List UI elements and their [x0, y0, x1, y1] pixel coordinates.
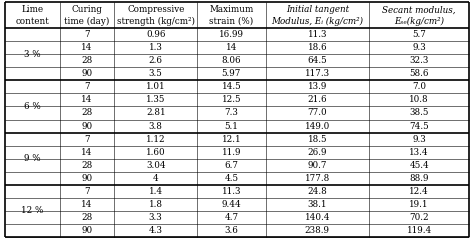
- Text: 7: 7: [84, 30, 90, 39]
- Text: 28: 28: [82, 213, 92, 222]
- Text: 8.06: 8.06: [222, 56, 241, 65]
- Text: 14: 14: [81, 200, 92, 209]
- Text: 5.97: 5.97: [222, 70, 241, 78]
- Text: 38.1: 38.1: [308, 200, 327, 209]
- Text: 14: 14: [81, 147, 92, 157]
- Text: 14.5: 14.5: [222, 82, 241, 92]
- Text: Eₛₑ⁣(kg/cm²): Eₛₑ⁣(kg/cm²): [394, 16, 444, 26]
- Text: 12.1: 12.1: [222, 135, 241, 143]
- Text: 238.9: 238.9: [305, 226, 330, 235]
- Text: 4.7: 4.7: [224, 213, 238, 222]
- Text: Lime: Lime: [21, 5, 43, 14]
- Text: 77.0: 77.0: [308, 109, 327, 118]
- Text: 18.5: 18.5: [308, 135, 327, 143]
- Text: 74.5: 74.5: [409, 121, 429, 130]
- Text: 45.4: 45.4: [409, 161, 429, 169]
- Text: 28: 28: [82, 109, 92, 118]
- Text: Modulus, Eᵢ (kg/cm²): Modulus, Eᵢ (kg/cm²): [271, 16, 364, 26]
- Text: 1.4: 1.4: [149, 187, 163, 196]
- Text: content: content: [15, 17, 49, 26]
- Text: 140.4: 140.4: [305, 213, 330, 222]
- Text: 90: 90: [82, 121, 92, 130]
- Text: 9.3: 9.3: [412, 43, 426, 52]
- Text: 5.7: 5.7: [412, 30, 426, 39]
- Text: 6 %: 6 %: [24, 102, 40, 111]
- Text: strain (%): strain (%): [210, 17, 254, 26]
- Text: 3.6: 3.6: [225, 226, 238, 235]
- Text: 7.0: 7.0: [412, 82, 426, 92]
- Text: 3.8: 3.8: [149, 121, 163, 130]
- Text: 11.3: 11.3: [308, 30, 327, 39]
- Text: strength (kg/cm²): strength (kg/cm²): [117, 16, 195, 26]
- Text: 11.3: 11.3: [222, 187, 241, 196]
- Text: 3.04: 3.04: [146, 161, 165, 169]
- Text: 1.12: 1.12: [146, 135, 165, 143]
- Text: 5.1: 5.1: [225, 121, 238, 130]
- Text: 26.9: 26.9: [308, 147, 327, 157]
- Text: 9.44: 9.44: [221, 200, 241, 209]
- Text: 58.6: 58.6: [410, 70, 429, 78]
- Text: 7: 7: [84, 135, 90, 143]
- Text: 3 %: 3 %: [24, 50, 40, 59]
- Text: 28: 28: [82, 56, 92, 65]
- Text: 9 %: 9 %: [24, 154, 40, 163]
- Text: 1.35: 1.35: [146, 96, 165, 104]
- Text: 1.60: 1.60: [146, 147, 165, 157]
- Text: 12.4: 12.4: [409, 187, 429, 196]
- Text: 12 %: 12 %: [21, 206, 43, 215]
- Text: 24.8: 24.8: [308, 187, 327, 196]
- Text: 18.6: 18.6: [308, 43, 327, 52]
- Text: 10.8: 10.8: [409, 96, 429, 104]
- Text: 4.3: 4.3: [149, 226, 163, 235]
- Text: 4.5: 4.5: [224, 174, 238, 183]
- Text: 3.5: 3.5: [149, 70, 163, 78]
- Text: 149.0: 149.0: [305, 121, 330, 130]
- Text: 88.9: 88.9: [410, 174, 429, 183]
- Text: 0.96: 0.96: [146, 30, 165, 39]
- Text: 9.3: 9.3: [412, 135, 426, 143]
- Text: 90: 90: [82, 70, 92, 78]
- Text: 177.8: 177.8: [305, 174, 330, 183]
- Text: 21.6: 21.6: [308, 96, 327, 104]
- Text: 1.01: 1.01: [146, 82, 165, 92]
- Text: 19.1: 19.1: [410, 200, 429, 209]
- Text: 38.5: 38.5: [410, 109, 429, 118]
- Text: Compressive: Compressive: [127, 5, 184, 14]
- Text: time (day): time (day): [64, 16, 109, 26]
- Text: 32.3: 32.3: [410, 56, 429, 65]
- Text: 90.7: 90.7: [308, 161, 327, 169]
- Text: 13.9: 13.9: [308, 82, 327, 92]
- Text: Initial tangent: Initial tangent: [286, 5, 349, 14]
- Text: 70.2: 70.2: [409, 213, 429, 222]
- Text: 28: 28: [82, 161, 92, 169]
- Text: 2.6: 2.6: [149, 56, 163, 65]
- Text: 7.3: 7.3: [225, 109, 238, 118]
- Text: 6.7: 6.7: [224, 161, 238, 169]
- Text: 1.3: 1.3: [149, 43, 163, 52]
- Text: 7: 7: [84, 82, 90, 92]
- Text: 4: 4: [153, 174, 159, 183]
- Text: Secant modulus,: Secant modulus,: [383, 5, 456, 14]
- Text: 12.5: 12.5: [222, 96, 241, 104]
- Text: 1.8: 1.8: [149, 200, 163, 209]
- Text: 7: 7: [84, 187, 90, 196]
- Text: 117.3: 117.3: [305, 70, 330, 78]
- Text: 2.81: 2.81: [146, 109, 165, 118]
- Text: 90: 90: [82, 174, 92, 183]
- Text: 119.4: 119.4: [407, 226, 432, 235]
- Text: 11.9: 11.9: [222, 147, 241, 157]
- Text: 3.3: 3.3: [149, 213, 163, 222]
- Text: 13.4: 13.4: [409, 147, 429, 157]
- Text: 90: 90: [82, 226, 92, 235]
- Text: 14: 14: [81, 43, 92, 52]
- Text: Maximum: Maximum: [209, 5, 254, 14]
- Text: 16.99: 16.99: [219, 30, 244, 39]
- Text: 64.5: 64.5: [308, 56, 327, 65]
- Text: Curing: Curing: [72, 5, 102, 14]
- Text: 14: 14: [226, 43, 237, 52]
- Text: 14: 14: [81, 96, 92, 104]
